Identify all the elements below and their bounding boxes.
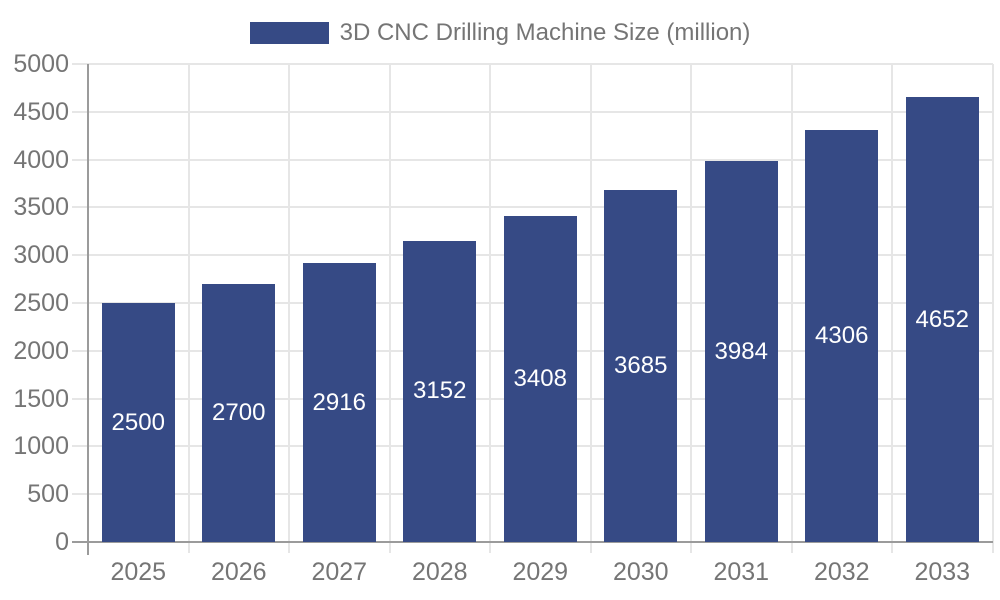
legend-label[interactable]: 3D CNC Drilling Machine Size (million) — [339, 19, 751, 46]
y-axis-label: 1000 — [13, 432, 69, 461]
bar-2030[interactable]: 3685 — [604, 189, 678, 542]
y-gridline — [72, 63, 993, 65]
legend-swatch[interactable] — [249, 22, 329, 44]
y-axis-label: 3000 — [13, 241, 69, 270]
y-axis-label: 0 — [55, 528, 69, 556]
bar-value-label: 4306 — [815, 322, 869, 350]
y-axis-label: 500 — [27, 480, 69, 509]
x-gridline — [489, 64, 491, 553]
bar-2026[interactable]: 2700 — [202, 283, 276, 542]
y-axis-label: 2500 — [13, 289, 69, 317]
y-axis-label: 1500 — [13, 384, 69, 413]
bar-value-label: 2500 — [111, 408, 165, 436]
bar-2025[interactable]: 2500 — [101, 303, 175, 542]
x-axis-label: 2027 — [311, 558, 368, 586]
y-axis-label: 4500 — [13, 97, 69, 126]
x-gridline — [589, 64, 592, 553]
x-gridline — [187, 64, 190, 553]
x-gridline — [790, 64, 793, 553]
bar-2031[interactable]: 3984 — [704, 161, 778, 542]
x-axis-label: 2028 — [411, 558, 468, 586]
bar-value-label: 2916 — [312, 388, 366, 416]
x-axis-label: 2029 — [512, 558, 569, 586]
bar-value-label: 3408 — [513, 365, 567, 393]
bar-value-label: 4652 — [915, 305, 969, 333]
x-axis-label: 2031 — [713, 558, 770, 586]
x-axis-label: 2030 — [612, 558, 669, 586]
bar-value-label: 3984 — [714, 337, 768, 365]
legend[interactable]: 3D CNC Drilling Machine Size (million) — [0, 19, 1000, 47]
bar-value-label: 3152 — [413, 377, 467, 405]
x-axis-label: 2025 — [110, 558, 167, 586]
bar-2028[interactable]: 3152 — [403, 240, 477, 542]
y-axis-label: 3500 — [13, 193, 69, 222]
y-axis-line — [87, 64, 89, 555]
x-gridline — [991, 64, 994, 553]
y-axis-label: 5000 — [13, 50, 69, 78]
bar-value-label: 2700 — [212, 398, 266, 426]
x-axis-label: 2026 — [210, 558, 267, 586]
y-gridline — [72, 206, 993, 209]
bar-2032[interactable]: 4306 — [805, 130, 879, 542]
x-gridline — [690, 64, 692, 553]
bar-value-label: 3685 — [614, 351, 668, 379]
x-gridline — [288, 64, 290, 553]
bar-2033[interactable]: 4652 — [905, 97, 979, 542]
y-gridline — [72, 158, 993, 161]
x-gridline — [891, 64, 893, 553]
y-axis-label: 2000 — [13, 336, 69, 365]
y-gridline — [72, 110, 993, 113]
y-axis-label: 4000 — [13, 145, 69, 174]
bar-2029[interactable]: 3408 — [503, 216, 577, 542]
x-axis-label: 2032 — [813, 558, 870, 586]
x-axis-label: 2033 — [914, 558, 971, 586]
x-gridline — [388, 64, 391, 553]
bar-2027[interactable]: 2916 — [302, 263, 376, 542]
x-axis-line — [72, 541, 993, 543]
